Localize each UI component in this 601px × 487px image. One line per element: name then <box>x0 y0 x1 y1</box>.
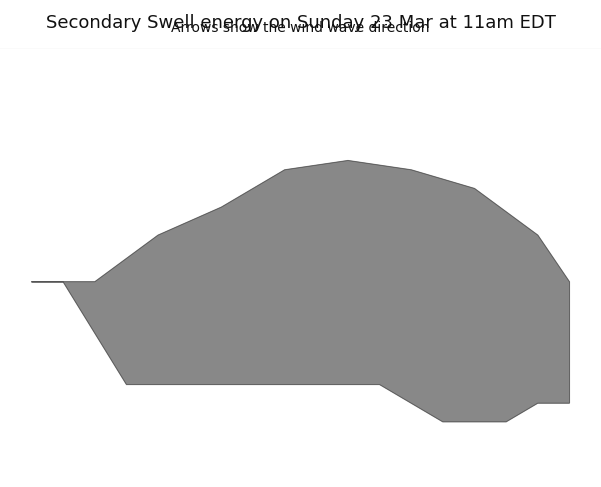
Polygon shape <box>32 161 569 422</box>
Text: Secondary Swell energy on Sunday 23 Mar at 11am EDT: Secondary Swell energy on Sunday 23 Mar … <box>46 14 555 32</box>
Text: Arrows show the wind wave direction: Arrows show the wind wave direction <box>171 21 430 35</box>
